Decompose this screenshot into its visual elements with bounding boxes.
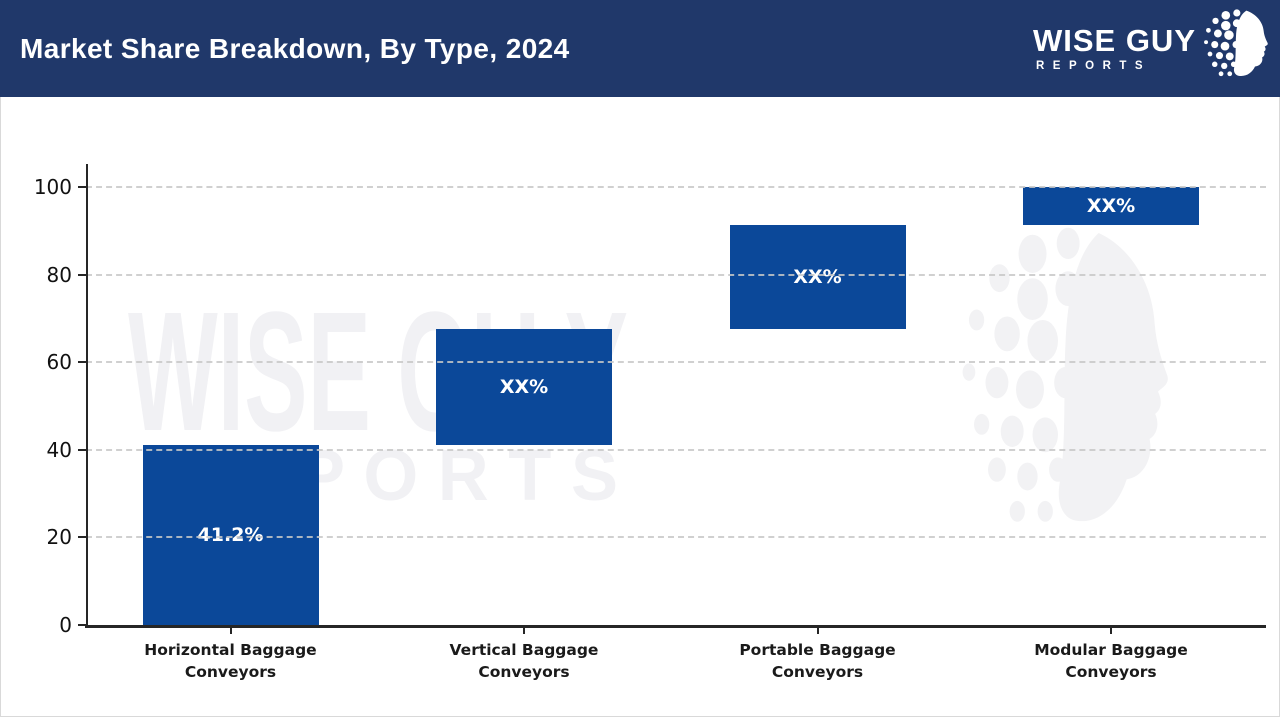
wiseguy-logo: WISE GUY REPORTS <box>1033 9 1270 88</box>
watermark-line2: P O R T S <box>298 444 618 510</box>
page-title: Market Share Breakdown, By Type, 2024 <box>20 32 570 64</box>
header-bar: Market Share Breakdown, By Type, 2024 WI… <box>0 0 1280 97</box>
logo-text: WISE GUY REPORTS <box>1032 23 1196 73</box>
watermark-ports-text: P O R T S <box>298 444 618 510</box>
logo-name: WISE GUY <box>1032 23 1196 58</box>
watermark-line1: WISE GU Y <box>128 280 628 440</box>
watermark-head-graphic <box>962 227 1168 522</box>
logo-subtitle: REPORTS <box>1035 60 1152 72</box>
watermark-wiseguy-text: WISE GU Y <box>128 280 628 440</box>
logo-head-dots-icon <box>1204 9 1268 77</box>
